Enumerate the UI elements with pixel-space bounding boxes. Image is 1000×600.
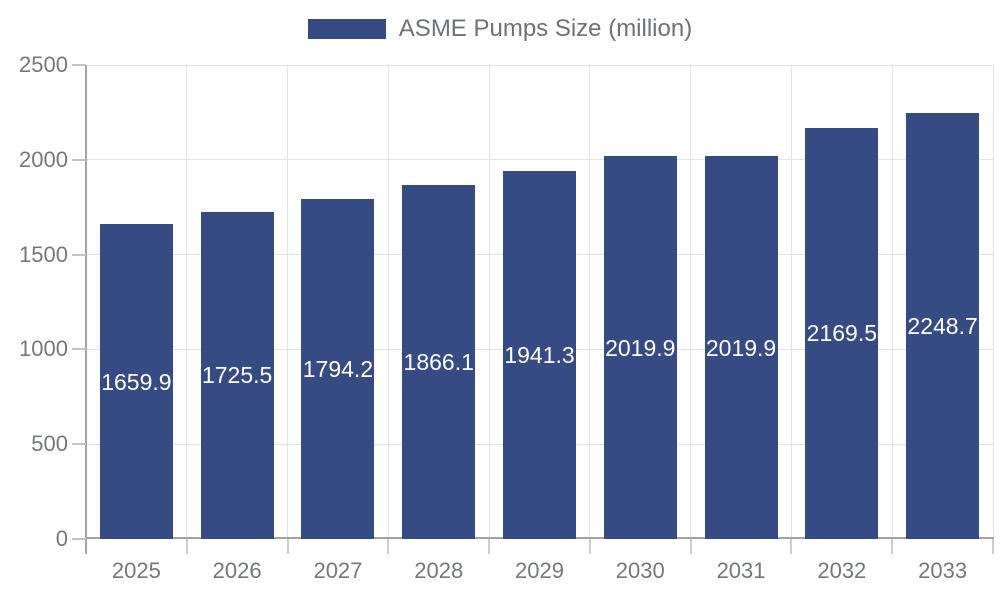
bar[interactable] (200, 211, 274, 539)
legend-swatch (307, 19, 386, 39)
legend-label: ASME Pumps Size (million) (398, 15, 693, 42)
bar[interactable] (99, 224, 173, 539)
bar-value-label: 2019.9 (705, 334, 777, 361)
bar[interactable] (805, 127, 879, 539)
x-axis-tick (185, 539, 188, 554)
x-axis-tick (387, 539, 390, 554)
x-axis-label: 2030 (615, 558, 665, 583)
bar-value-label: 1794.2 (302, 355, 374, 382)
x-axis-tick (891, 539, 894, 554)
bar[interactable] (402, 185, 476, 539)
gridline-horizontal (86, 64, 993, 66)
gridline-vertical (287, 65, 289, 539)
x-axis-label: 2028 (414, 558, 464, 583)
gridline-vertical (992, 65, 994, 539)
gridline-vertical (790, 65, 792, 539)
y-axis-label: 2000 (19, 146, 68, 172)
legend[interactable]: ASME Pumps Size (million) (0, 15, 1000, 43)
y-axis-label: 1500 (19, 241, 68, 267)
x-axis-tick (992, 539, 994, 554)
bar-value-label: 2019.9 (605, 334, 676, 361)
gridline-vertical (690, 65, 692, 539)
x-axis-label: 2031 (716, 558, 766, 583)
bar[interactable] (906, 112, 980, 539)
bar-value-label: 1659.9 (101, 368, 172, 395)
bar[interactable] (301, 198, 375, 539)
bar-value-label: 1941.3 (504, 341, 575, 368)
y-axis-line (85, 65, 87, 554)
x-axis-label: 2032 (817, 558, 867, 583)
y-axis-label: 0 (55, 526, 68, 551)
y-axis-tick (72, 64, 86, 66)
gridline-horizontal (86, 159, 993, 161)
bar[interactable] (603, 156, 677, 539)
gridline-vertical (589, 65, 591, 539)
x-axis-tick (488, 539, 491, 554)
gridline-vertical (186, 65, 188, 539)
bar-value-label: 2248.7 (907, 312, 978, 339)
x-axis-label: 2026 (212, 558, 262, 583)
x-axis-tick (790, 539, 793, 554)
bar-value-label: 1725.5 (201, 362, 273, 389)
x-axis-label: 2033 (918, 558, 968, 583)
y-axis-label: 500 (31, 431, 68, 457)
x-axis-tick (689, 539, 692, 554)
x-axis-tick (286, 539, 289, 554)
bar-value-label: 2169.5 (806, 320, 878, 347)
y-axis-tick (72, 443, 86, 446)
gridline-vertical (387, 65, 389, 539)
bar[interactable] (704, 156, 778, 539)
gridline-vertical (891, 65, 893, 539)
y-axis-label: 1000 (19, 336, 68, 362)
y-axis-tick (72, 158, 86, 161)
x-axis-tick (588, 539, 591, 554)
gridline-vertical (488, 65, 490, 539)
y-axis-tick (72, 538, 86, 540)
bar[interactable] (503, 170, 576, 539)
x-axis-label: 2027 (313, 558, 363, 583)
bar-value-label: 1866.1 (403, 349, 474, 376)
y-axis-label: 2500 (19, 52, 68, 77)
plot-area: 1659.9 1725.5 1794.2 1866.1 1941.3 2019.9 2019… (85, 64, 994, 554)
x-axis-label: 2025 (111, 558, 161, 583)
y-axis-tick (72, 348, 86, 351)
x-axis-label: 2029 (515, 558, 564, 583)
y-axis-tick (72, 253, 86, 256)
